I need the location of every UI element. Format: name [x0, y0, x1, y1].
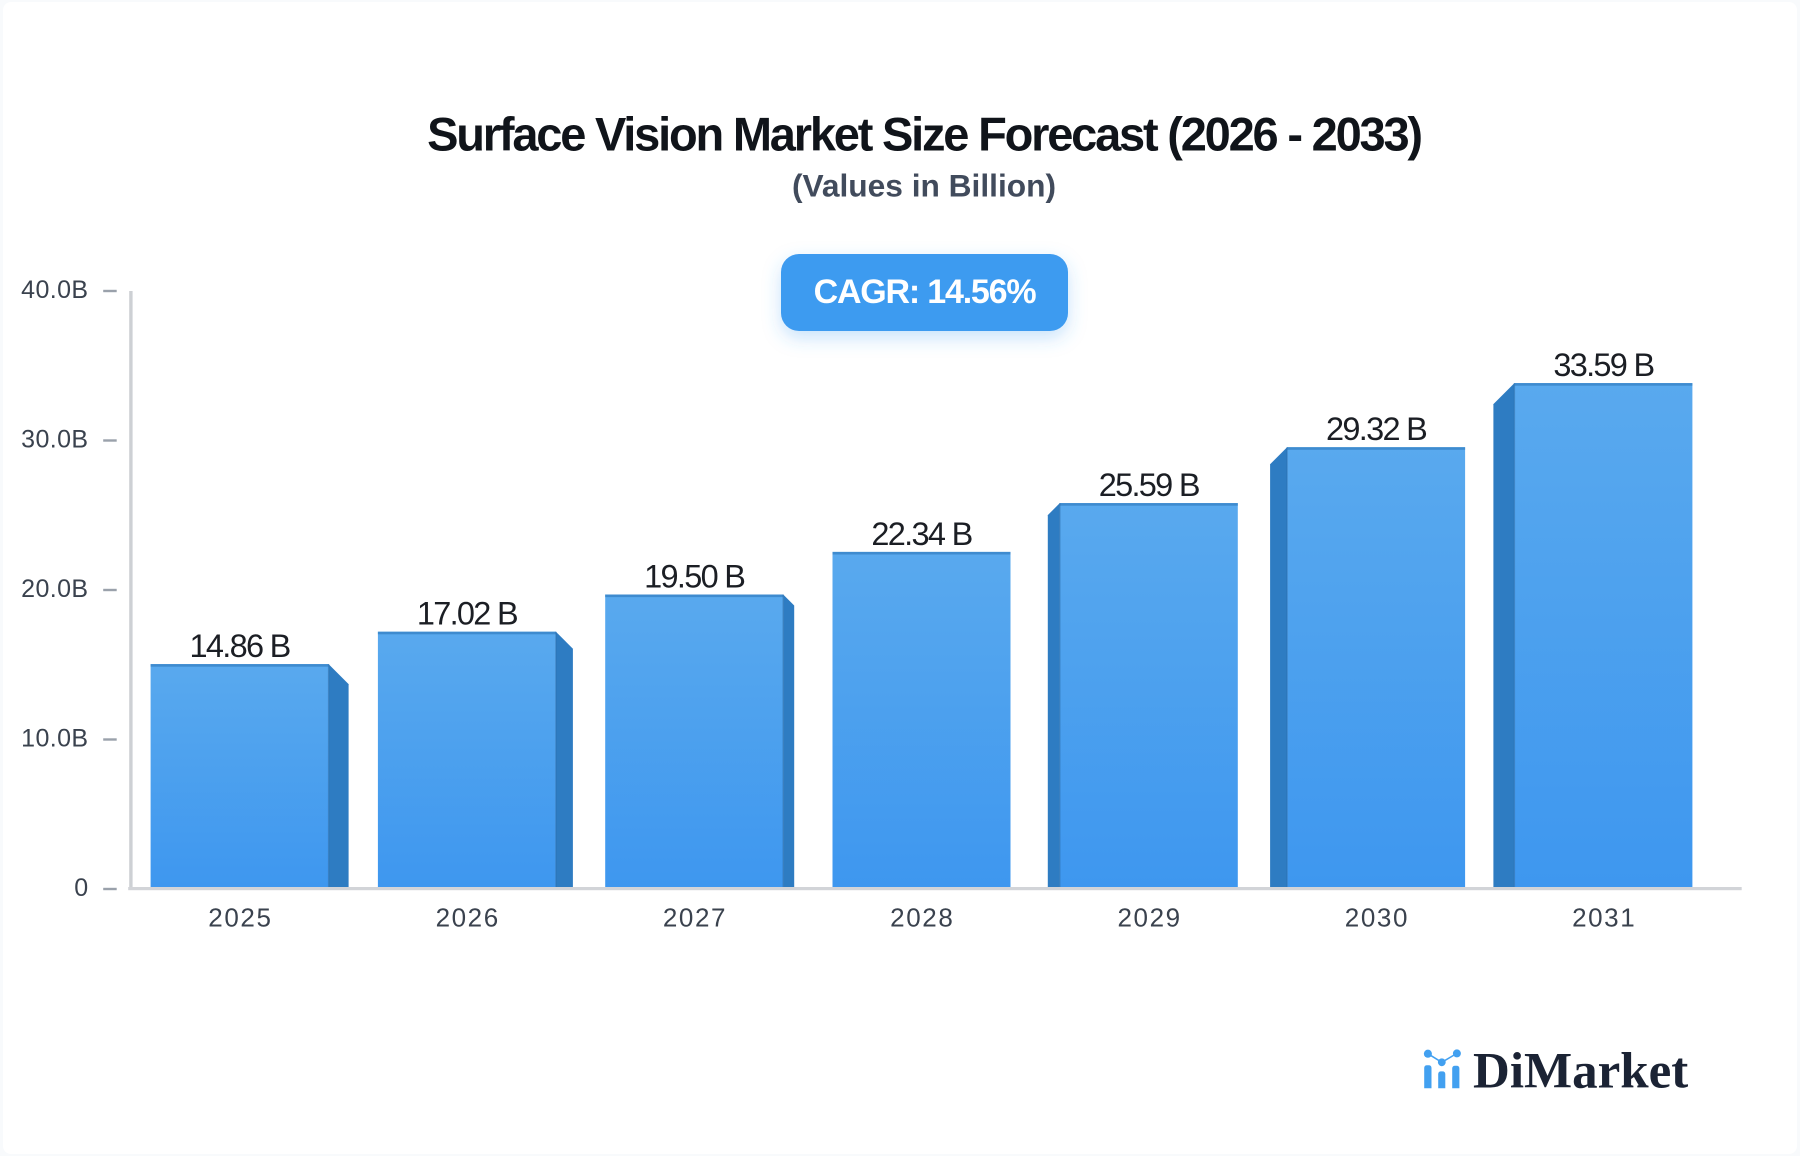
svg-text:2029: 2029: [1117, 902, 1181, 932]
svg-text:2026: 2026: [436, 902, 500, 932]
svg-text:2027: 2027: [663, 902, 727, 932]
svg-text:19.50 B: 19.50 B: [644, 559, 744, 595]
svg-text:40.0B: 40.0B: [21, 276, 88, 304]
svg-text:(Values in Billion): (Values in Billion): [792, 167, 1056, 203]
svg-text:25.59 B: 25.59 B: [1099, 467, 1199, 503]
svg-text:CAGR: 14.56%: CAGR: 14.56%: [814, 273, 1037, 311]
svg-text:33.59 B: 33.59 B: [1553, 347, 1653, 383]
svg-text:20.0B: 20.0B: [21, 575, 88, 603]
svg-text:Surface Vision Market Size For: Surface Vision Market Size Forecast (202…: [427, 108, 1421, 161]
svg-text:17.02 B: 17.02 B: [417, 596, 517, 632]
svg-text:DiMarket: DiMarket: [1473, 1044, 1688, 1100]
svg-text:2025: 2025: [208, 902, 272, 932]
svg-text:29.32 B: 29.32 B: [1326, 411, 1426, 447]
svg-text:0: 0: [74, 874, 88, 902]
svg-text:2030: 2030: [1345, 902, 1409, 932]
svg-text:2031: 2031: [1572, 902, 1636, 932]
svg-text:30.0B: 30.0B: [21, 426, 88, 454]
svg-text:22.34 B: 22.34 B: [871, 516, 971, 552]
svg-text:14.86 B: 14.86 B: [190, 628, 290, 664]
svg-text:10.0B: 10.0B: [21, 725, 88, 753]
svg-text:2028: 2028: [890, 902, 954, 932]
